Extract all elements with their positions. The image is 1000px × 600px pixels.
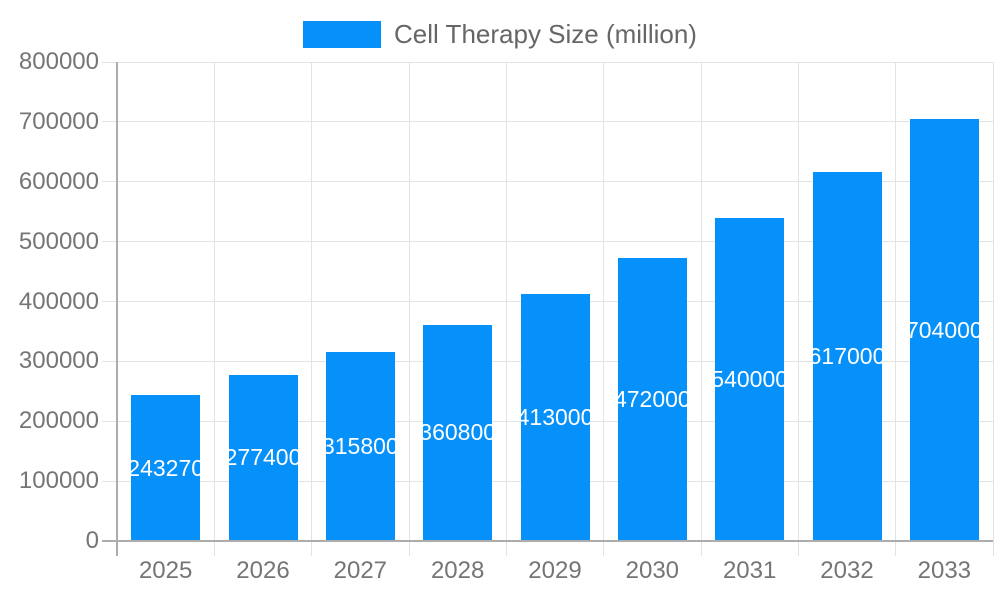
y-axis-tick xyxy=(102,480,117,482)
bar-2028[interactable]: 360800 xyxy=(423,324,493,541)
gridline-vertical xyxy=(992,62,994,541)
y-axis-tick xyxy=(102,420,117,422)
bar-2033[interactable]: 704000 xyxy=(909,119,979,541)
legend[interactable]: Cell Therapy Size (million) xyxy=(0,18,1000,50)
bar-value-label: 277400 xyxy=(228,444,298,471)
y-axis-tick xyxy=(102,121,117,123)
x-axis-tick xyxy=(408,541,410,556)
legend-label: Cell Therapy Size (million) xyxy=(394,18,697,49)
x-tick-label: 2031 xyxy=(722,557,777,584)
x-axis-tick xyxy=(700,541,702,556)
bar-value-label: 617000 xyxy=(812,342,882,369)
gridline-horizontal xyxy=(117,121,993,123)
bar-2029[interactable]: 413000 xyxy=(520,293,590,541)
bar-value-label: 704000 xyxy=(909,316,979,343)
gridline-horizontal xyxy=(117,61,993,63)
gridline-vertical xyxy=(213,62,215,541)
bar-2025[interactable]: 243270 xyxy=(131,395,201,541)
gridline-horizontal xyxy=(117,181,993,183)
y-tick-label: 300000 xyxy=(18,347,99,375)
x-axis-tick xyxy=(797,541,799,556)
x-axis-tick xyxy=(992,541,994,556)
gridline-vertical xyxy=(797,62,799,541)
y-tick-label: 100000 xyxy=(18,467,99,495)
bar-2027[interactable]: 315800 xyxy=(325,351,395,541)
x-tick-label: 2032 xyxy=(820,557,874,584)
x-axis-tick xyxy=(895,541,897,556)
bar-value-label: 360800 xyxy=(423,419,493,446)
bar-value-label: 315800 xyxy=(325,432,395,459)
x-tick-label: 2025 xyxy=(138,557,193,584)
bar-2030[interactable]: 472000 xyxy=(617,258,687,541)
bar-2032[interactable]: 617000 xyxy=(812,171,882,541)
bar-value-label: 540000 xyxy=(715,365,785,392)
gridline-vertical xyxy=(700,62,702,541)
y-tick-label: 800000 xyxy=(18,48,99,75)
x-axis-tick xyxy=(505,541,507,556)
x-tick-label: 2030 xyxy=(625,557,680,584)
y-tick-label: 700000 xyxy=(18,107,99,135)
legend-color-swatch xyxy=(303,20,382,48)
y-axis-tick xyxy=(102,301,117,302)
y-tick-label: 200000 xyxy=(18,407,99,435)
bar-2026[interactable]: 277400 xyxy=(228,374,298,541)
bar-value-label: 243270 xyxy=(131,454,201,481)
x-tick-label: 2029 xyxy=(528,557,582,584)
gridline-horizontal xyxy=(117,241,993,243)
y-tick-label: 0 xyxy=(85,527,99,554)
y-axis-tick xyxy=(102,360,117,362)
gridline-vertical xyxy=(408,62,410,541)
x-axis-tick xyxy=(603,541,605,556)
gridline-vertical xyxy=(895,62,897,541)
y-axis-line xyxy=(115,62,118,556)
x-axis-line xyxy=(102,540,993,542)
gridline-vertical xyxy=(603,62,605,541)
y-tick-label: 400000 xyxy=(18,287,99,315)
y-tick-label: 500000 xyxy=(18,227,99,255)
x-axis-tick xyxy=(311,541,313,556)
x-tick-label: 2028 xyxy=(430,557,485,584)
y-axis-tick xyxy=(102,241,117,243)
x-tick-label: 2026 xyxy=(236,557,290,584)
x-tick-label: 2027 xyxy=(333,557,388,584)
bar-2031[interactable]: 540000 xyxy=(715,217,785,541)
gridline-vertical xyxy=(505,62,507,541)
gridline-vertical xyxy=(311,62,313,541)
bar-value-label: 472000 xyxy=(617,386,687,413)
y-axis-tick xyxy=(102,61,117,63)
x-axis-tick xyxy=(213,541,215,556)
y-axis-tick xyxy=(102,181,117,183)
x-tick-label: 2033 xyxy=(917,557,972,584)
bar-value-label: 413000 xyxy=(520,403,590,430)
y-tick-label: 600000 xyxy=(18,167,99,195)
